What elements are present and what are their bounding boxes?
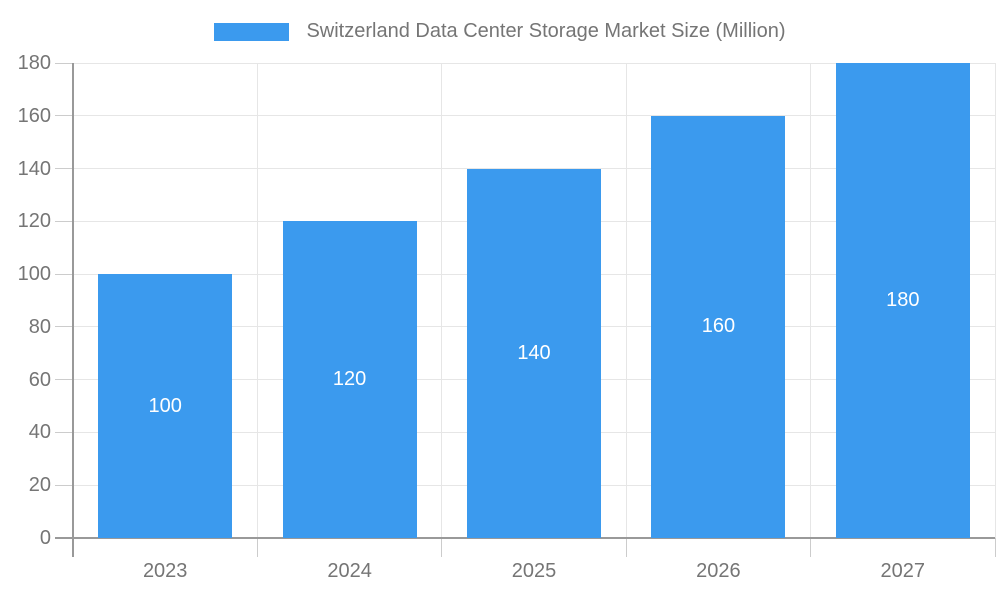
y-axis-tick-label: 120 (17, 210, 51, 233)
bar-value-label: 120 (332, 368, 367, 391)
y-axis-tick-label: 160 (17, 104, 51, 127)
bar[interactable] (835, 63, 970, 538)
y-axis-tick-label: 140 (17, 157, 51, 180)
h-gridline (73, 62, 995, 64)
y-tick (55, 168, 73, 170)
x-axis-tick-label: 2023 (142, 560, 188, 582)
y-tick (55, 379, 73, 381)
x-tick (810, 538, 812, 557)
bar[interactable] (467, 168, 601, 538)
x-tick (994, 538, 996, 557)
bar[interactable] (98, 274, 233, 538)
h-gridline (73, 115, 995, 117)
x-axis-tick-label: 2024 (327, 560, 372, 582)
y-tick (55, 115, 73, 117)
x-tick (441, 538, 443, 557)
x-axis-tick-label: 2027 (880, 560, 926, 582)
x-axis-tick-label: 2026 (696, 560, 741, 582)
y-tick (55, 273, 73, 275)
x-tick (625, 538, 627, 557)
y-axis-tick-label: 20 (28, 474, 51, 497)
bar[interactable] (651, 115, 786, 538)
v-gridline (625, 63, 627, 538)
y-axis-tick-label: 60 (28, 368, 51, 391)
bar-value-label: 180 (886, 289, 920, 311)
bar-value-label: 100 (148, 394, 182, 417)
bar[interactable] (282, 221, 417, 538)
legend-swatch (214, 22, 290, 41)
v-gridline (441, 63, 443, 538)
y-tick (55, 326, 73, 328)
legend[interactable]: Switzerland Data Center Storage Market S… (0, 20, 1000, 43)
v-gridline (256, 63, 258, 538)
bar-value-label: 140 (517, 341, 551, 364)
y-axis-tick-label: 0 (39, 527, 51, 549)
y-axis-tick-label: 100 (17, 263, 51, 286)
y-tick (55, 62, 73, 64)
v-gridline (994, 63, 996, 538)
x-axis-tick-label: 2025 (511, 560, 557, 582)
y-axis-tick-label: 180 (17, 52, 51, 74)
y-tick (55, 484, 73, 486)
v-gridline (810, 63, 812, 538)
x-axis-line (55, 537, 995, 539)
y-tick (55, 431, 73, 433)
y-tick (55, 220, 73, 222)
legend-label: Switzerland Data Center Storage Market S… (306, 20, 786, 42)
y-axis-tick-label: 80 (28, 315, 51, 338)
y-axis-tick-label: 40 (28, 421, 51, 444)
y-axis-line (72, 63, 74, 557)
bar-value-label: 160 (701, 315, 736, 338)
x-tick (256, 538, 258, 557)
